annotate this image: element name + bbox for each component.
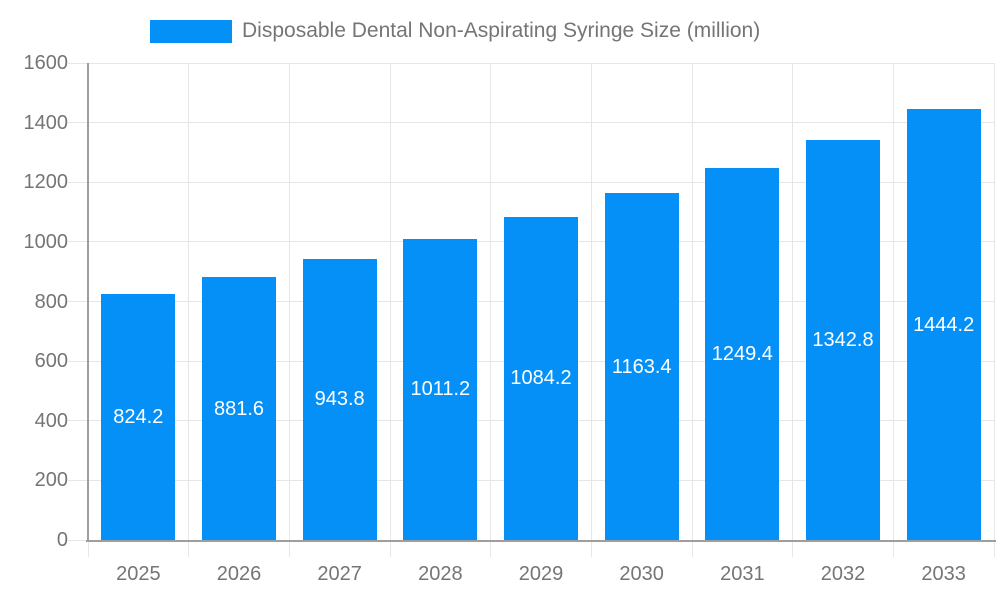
y-tick-mark [68,479,88,481]
x-tick-label: 2031 [720,563,765,585]
v-grid-line [691,63,693,540]
bar [504,216,578,540]
y-tick-mark [68,301,88,302]
bar [302,258,377,540]
y-grid-line [88,62,994,64]
x-tick-label: 2032 [820,563,866,585]
v-grid-line [993,63,995,540]
x-tick-mark [993,540,995,557]
x-tick-mark [792,540,794,557]
v-grid-line [892,63,894,540]
bar-value-label: 1249.4 [711,342,773,365]
y-grid-line [88,122,994,124]
y-tick-label: 1400 [23,111,69,134]
x-tick-mark [288,540,290,557]
bar [202,277,276,540]
x-tick-label: 2029 [518,563,564,585]
x-tick-label: 2027 [317,563,362,585]
legend-swatch-icon [150,19,232,43]
y-tick-label: 600 [34,350,68,373]
y-axis-line [87,63,89,540]
y-tick-label: 1000 [23,230,69,253]
y-tick-label: 1600 [23,52,69,74]
v-grid-line [590,63,592,540]
x-tick-mark [490,540,492,557]
bar-value-label: 824.2 [113,406,164,429]
bar-value-label: 1342.8 [812,328,874,351]
bar [101,294,176,540]
y-tick-mark [68,122,88,124]
y-tick-label: 400 [34,409,68,432]
x-tick-mark [590,540,592,557]
y-tick-label: 0 [56,529,68,551]
y-grid-line [88,181,994,183]
bar [403,238,478,540]
x-tick-label: 2030 [619,563,664,585]
bar [705,167,780,540]
bar-value-label: 1011.2 [410,378,471,401]
bar [806,139,880,540]
v-grid-line [792,63,794,540]
x-tick-mark [691,540,693,557]
x-tick-mark [389,540,391,557]
bar-value-label: 943.8 [314,388,365,411]
x-tick-label: 2028 [418,563,463,585]
bar-value-label: 1444.2 [913,313,975,336]
bar-value-label: 1163.4 [611,355,672,378]
x-tick-mark [892,540,894,557]
y-tick-mark [68,420,88,422]
x-tick-mark [188,540,190,557]
y-tick-mark [68,181,88,183]
x-tick-mark [87,540,89,557]
chart-legend: Disposable Dental Non-Aspirating Syringe… [150,19,760,43]
x-axis-line [86,540,996,542]
v-grid-line [188,63,190,540]
v-grid-line [490,63,492,540]
y-tick-label: 200 [34,469,68,492]
bar [906,109,981,540]
x-tick-label: 2026 [216,563,262,585]
bar-value-label: 1084.2 [510,367,572,390]
y-tick-mark [68,539,88,541]
bar-value-label: 881.6 [213,397,265,420]
v-grid-line [389,63,391,540]
legend-label: Disposable Dental Non-Aspirating Syringe… [242,19,761,42]
y-tick-mark [68,360,88,362]
v-grid-line [288,63,290,540]
bar [604,193,679,540]
y-tick-label: 1200 [23,171,69,194]
x-tick-label: 2025 [116,563,161,585]
y-tick-mark [68,241,88,243]
y-tick-mark [68,62,88,64]
x-tick-label: 2033 [921,563,966,585]
y-tick-label: 800 [34,290,68,313]
